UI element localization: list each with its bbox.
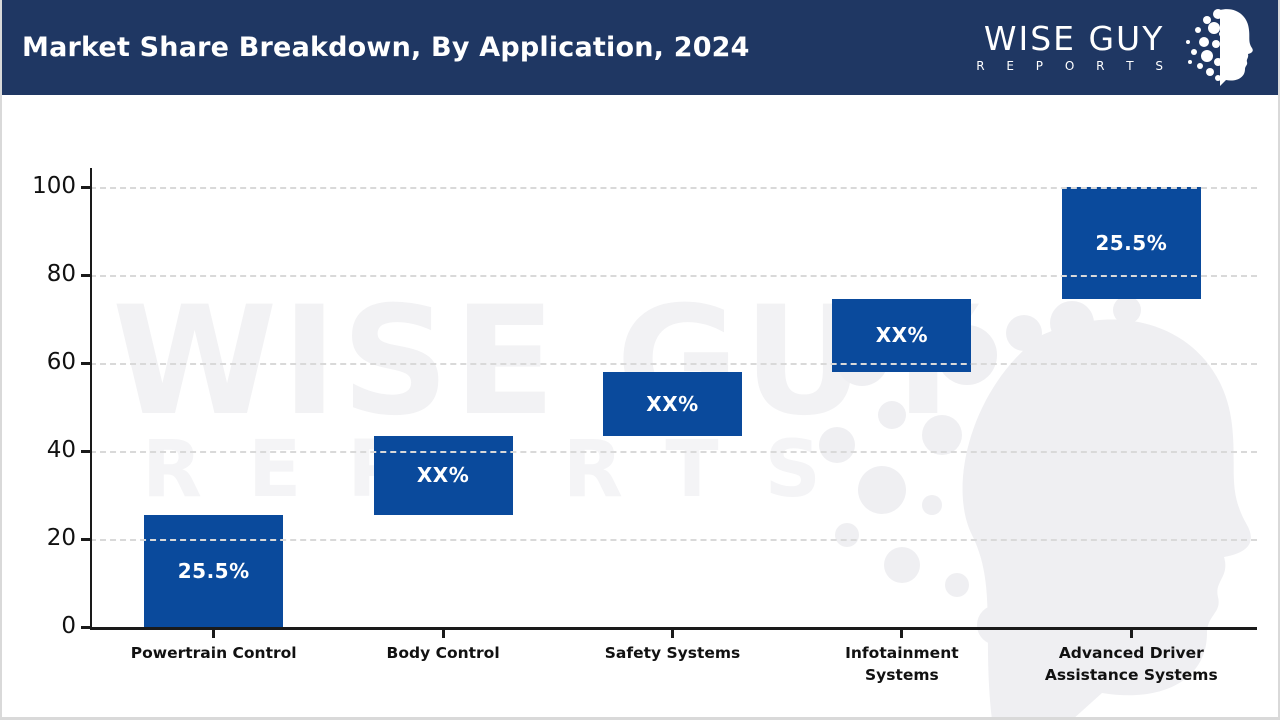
x-category-line: Powertrain Control (130, 644, 297, 662)
x-axis (90, 627, 1257, 630)
y-tick-label: 0 (61, 613, 76, 639)
brand-subname: R E P O R T S (976, 58, 1172, 73)
bar-value-label: XX% (875, 323, 929, 348)
gridline-20 (90, 539, 1257, 541)
x-tick (441, 630, 445, 638)
y-tick (81, 626, 90, 629)
page-title: Market Share Breakdown, By Application, … (22, 32, 750, 63)
brand-logo-text: WISE GUY R E P O R T S (976, 22, 1172, 73)
y-axis (90, 168, 92, 630)
brand-name: WISE GUY (983, 19, 1165, 59)
x-tick (1129, 630, 1133, 638)
gridline-60 (90, 363, 1257, 365)
bar-value-label: XX% (646, 391, 699, 416)
x-category-label: Powertrain Control (84, 643, 344, 665)
x-category-label: Body Control (313, 643, 573, 665)
gridline-100 (90, 187, 1257, 189)
bar-1: 25.5% (144, 514, 284, 627)
x-category-line: Assistance Systems (1044, 665, 1218, 684)
y-tick (81, 362, 90, 365)
y-tick-label: 40 (46, 437, 76, 463)
bar-3: XX% (603, 371, 742, 436)
y-tick (81, 186, 90, 189)
x-category-label: Infotainment Systems (772, 643, 1032, 686)
bar-value-label: 25.5% (1095, 231, 1168, 256)
y-tick (81, 538, 90, 541)
bar-4: XX% (832, 299, 972, 372)
y-tick-label: 20 (46, 525, 76, 551)
header-bar: Market Share Breakdown, By Application, … (2, 0, 1278, 95)
x-category-line: Advanced Driver (1058, 644, 1204, 662)
x-tick (900, 630, 904, 638)
y-tick (81, 274, 90, 277)
bar-value-label: XX% (416, 463, 470, 488)
brand-logo: WISE GUY R E P O R T S (976, 4, 1258, 92)
y-tick-label: 100 (32, 173, 76, 199)
x-tick (212, 630, 216, 638)
gridline-80 (90, 275, 1257, 277)
gridline-40 (90, 451, 1257, 453)
bar-value-label: 25.5% (177, 558, 250, 583)
y-tick-label: 80 (46, 261, 76, 287)
x-category-line: Systems (864, 665, 939, 684)
x-tick (671, 630, 674, 638)
y-tick (81, 450, 90, 453)
x-category-label: Safety Systems (543, 643, 803, 665)
x-category-line: Body Control (386, 644, 500, 662)
x-category-line: Safety Systems (604, 644, 741, 662)
bar-2: XX% (373, 435, 513, 515)
x-category-label: Advanced Driver Assistance Systems (1001, 643, 1261, 686)
y-tick-label: 60 (46, 349, 76, 375)
bar-5: 25.5% (1061, 187, 1201, 300)
logo-head-icon (1186, 8, 1253, 86)
x-category-line: Infotainment (845, 644, 959, 662)
